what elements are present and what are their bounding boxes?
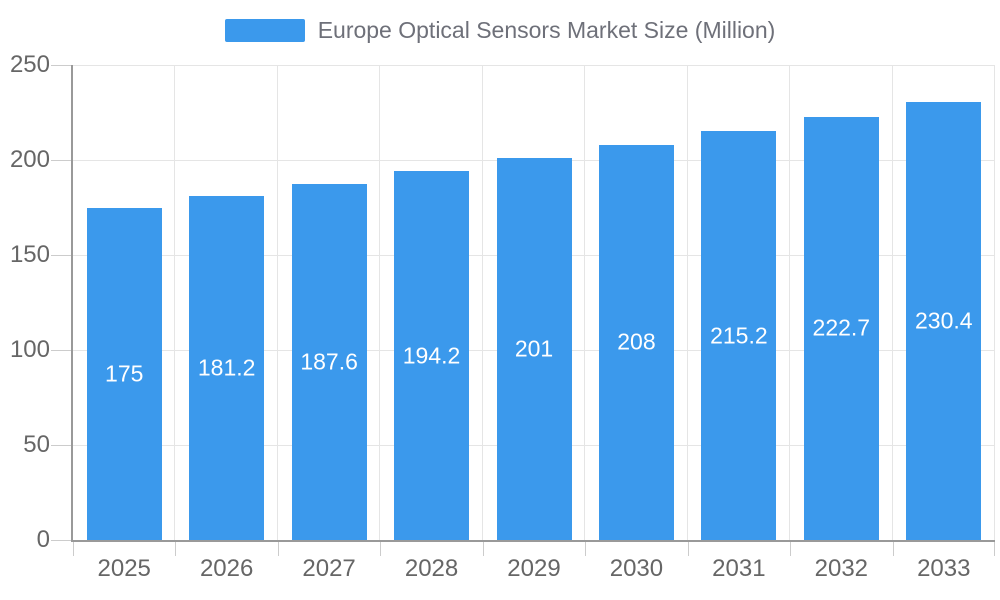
x-axis-tick	[380, 542, 382, 556]
gridline-vertical	[379, 65, 381, 540]
x-axis-tick-label: 2030	[609, 555, 664, 582]
x-axis-tick-label: 2031	[712, 555, 766, 582]
y-axis-tick	[51, 350, 71, 351]
gridline-vertical	[994, 65, 995, 540]
legend[interactable]: Europe Optical Sensors Market Size (Mill…	[0, 17, 1000, 44]
bar-value-label: 187.6	[300, 348, 358, 375]
y-axis-tick-label: 250	[9, 51, 50, 78]
bar-value-label: 208	[617, 328, 656, 355]
bar-value-label: 201	[514, 335, 554, 362]
x-axis-tick	[482, 542, 484, 556]
x-axis-tick-label: 2033	[917, 555, 971, 582]
gridline-vertical	[276, 65, 278, 540]
x-axis-tick	[687, 542, 689, 556]
bar-2033[interactable]: 230.4	[906, 102, 982, 540]
y-axis-tick	[51, 65, 71, 66]
y-axis-tick	[51, 160, 71, 161]
bar-2026[interactable]: 181.2	[189, 195, 265, 540]
gridline-vertical	[686, 65, 688, 540]
plot-area: 0 50 100 150 200 250 175 181.2 187.6 194.2 201 208 2…	[10, 53, 995, 582]
x-axis-tick	[175, 542, 177, 556]
x-axis-tick-label: 2028	[404, 555, 459, 582]
y-axis-tick	[51, 540, 71, 541]
x-axis-tick-label: 2027	[302, 555, 356, 582]
bar-value-label: 181.2	[197, 354, 256, 381]
gridline-vertical	[174, 65, 176, 540]
y-axis-tick-label: 100	[9, 336, 50, 363]
bar-value-label: 194.2	[402, 342, 461, 369]
legend-label: Europe Optical Sensors Market Size (Mill…	[317, 17, 776, 43]
gridline-horizontal	[73, 65, 995, 66]
y-axis-tick-label: 200	[9, 146, 50, 173]
gridline-vertical	[789, 65, 791, 540]
x-axis-tick	[585, 542, 587, 556]
x-axis-tick	[73, 542, 74, 556]
bar-2025[interactable]: 175	[86, 207, 162, 540]
bar-2030[interactable]: 208	[598, 144, 674, 540]
x-axis-tick-label: 2026	[199, 555, 254, 582]
bar-2027[interactable]: 187.6	[291, 183, 367, 540]
y-axis-tick	[51, 255, 71, 256]
bar-value-label: 222.7	[812, 314, 871, 341]
x-axis-tick-label: 2025	[97, 555, 151, 582]
gridline-vertical	[891, 65, 893, 540]
bar-2032[interactable]: 222.7	[803, 116, 879, 540]
x-axis-tick	[892, 542, 894, 556]
x-axis-line	[71, 540, 995, 542]
bar-value-label: 175	[105, 360, 144, 387]
x-axis-tick-label: 2032	[814, 555, 869, 582]
x-axis-tick	[277, 542, 279, 556]
bar-2029[interactable]: 201	[496, 158, 572, 540]
x-axis-tick-label: 2029	[507, 555, 561, 582]
y-axis-tick-label: 50	[23, 431, 50, 458]
bar-value-label: 230.4	[914, 307, 973, 334]
bar-2031[interactable]: 215.2	[701, 131, 777, 540]
x-axis-tick	[790, 542, 792, 556]
gridline-vertical	[584, 65, 586, 540]
legend-swatch	[224, 19, 305, 42]
y-axis-tick	[51, 445, 71, 446]
y-axis-line	[71, 65, 73, 542]
bar-2028[interactable]: 194.2	[394, 171, 470, 540]
x-axis-tick	[994, 542, 995, 556]
y-axis-tick-label: 0	[36, 526, 50, 553]
gridline-vertical	[481, 65, 483, 540]
bar-value-label: 215.2	[710, 322, 768, 349]
y-axis-tick-label: 150	[9, 241, 50, 268]
